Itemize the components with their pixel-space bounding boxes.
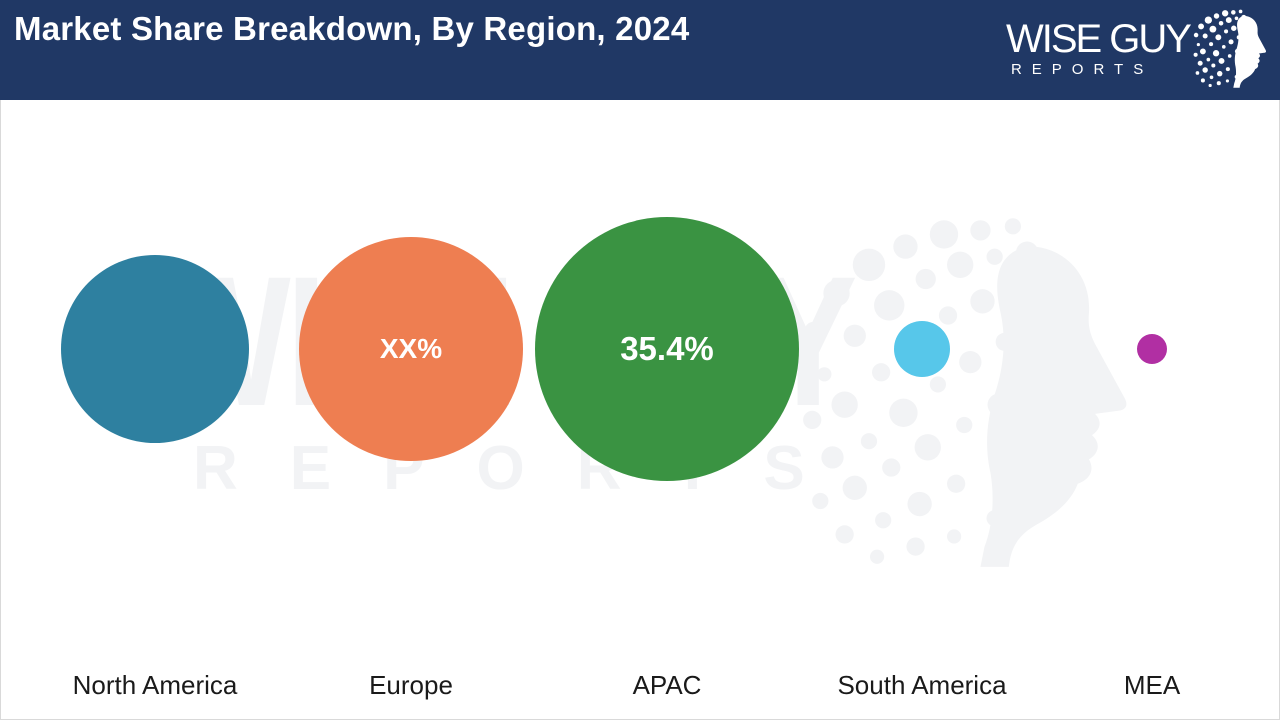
logo-brand-name: WISE GUY [1005, 17, 1192, 61]
wise-guy-head-icon [1192, 6, 1276, 90]
category-label-north-america: North America [72, 670, 238, 700]
page-title: Market Share Breakdown, By Region, 2024 [14, 10, 690, 47]
watermark-subtext: REPORTS [193, 434, 857, 503]
bubble-apac: 35.4% [535, 217, 799, 481]
bubble-europe: XX% [299, 237, 523, 461]
category-label-south-america: South America [837, 670, 1007, 700]
bubble-south-america [894, 321, 950, 377]
wise-guy-reports-logo: WISE GUY REPORTS [1006, 6, 1276, 90]
logo-text: WISE GUY REPORTS [1005, 17, 1192, 78]
watermark-head-icon [796, 212, 1171, 567]
bubble-value-label: XX% [379, 333, 443, 364]
category-label-europe: Europe [369, 670, 453, 700]
header-bar: Market Share Breakdown, By Region, 2024 … [0, 0, 1280, 100]
logo-brand-subtitle: REPORTS [1010, 61, 1154, 78]
bubble-value-label: 35.4% [620, 330, 714, 367]
bubble-mea [1137, 334, 1167, 364]
bubble-chart: WISE GUY REPORTS XX%35.4% North AmericaE… [0, 100, 1280, 720]
category-label-apac: APAC [632, 670, 702, 700]
category-label-mea: MEA [1123, 670, 1181, 700]
bubble-north-america [61, 255, 249, 443]
